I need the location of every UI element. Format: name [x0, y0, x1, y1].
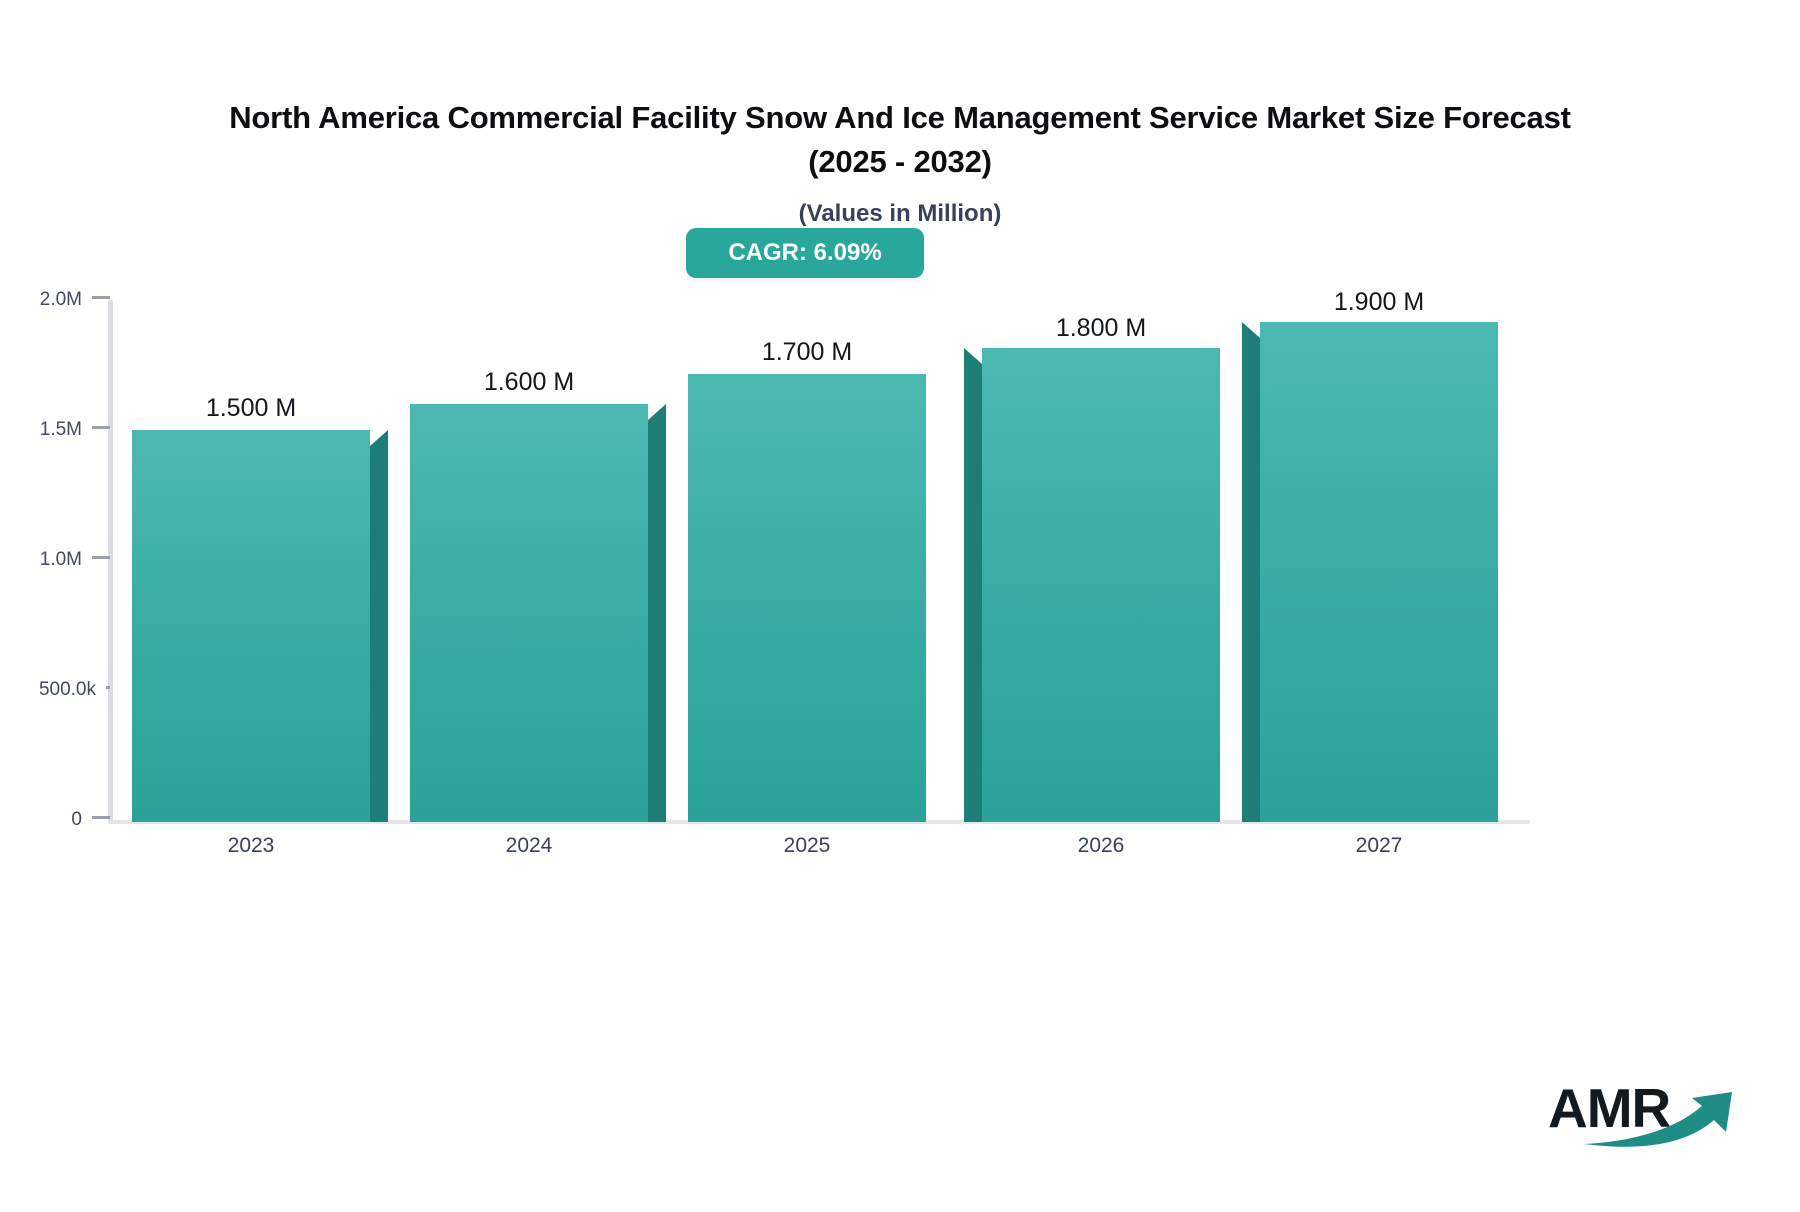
bar-face — [982, 348, 1220, 822]
x-tick-2025: 2025 — [783, 834, 831, 857]
cagr-badge: CAGR: 6.09% — [686, 228, 924, 278]
bar-face — [410, 404, 648, 822]
y-axis-line — [108, 300, 113, 822]
bar-label-2027: 1.900 M — [1333, 288, 1425, 316]
bar-2025[interactable] — [688, 374, 926, 822]
x-tick-2023: 2023 — [227, 834, 275, 857]
bar-label-2026: 1.800 M — [1055, 314, 1147, 342]
y-tick-500000: 500.0k — [0, 679, 110, 701]
bar-face — [132, 430, 370, 822]
x-tick-2026: 2026 — [1077, 834, 1125, 857]
x-tick-2024: 2024 — [505, 834, 553, 857]
bar-label-2023: 1.500 M — [205, 394, 297, 422]
chart-title: North America Commercial Facility Snow A… — [229, 100, 1571, 180]
y-tick-1000000: 1.0M — [0, 549, 110, 571]
y-tick-2000000: 2.0M — [0, 289, 110, 311]
amr-logo: AMR — [1548, 1076, 1748, 1154]
y-tick-dash — [92, 816, 110, 820]
y-tick-dash — [92, 296, 110, 300]
growth-arrow-icon — [1584, 1092, 1732, 1147]
y-tick-0: 0 — [0, 809, 110, 831]
bar-side-shadow — [648, 404, 666, 822]
y-tick-1500000: 1.5M — [0, 419, 110, 441]
y-tick-dash — [92, 426, 110, 430]
bar-2027[interactable] — [1242, 322, 1498, 822]
x-axis-line — [108, 820, 1530, 824]
bar-side-shadow — [1242, 322, 1260, 822]
plot-area: 2.0M 1.5M 1.0M 500.0k 0 1.500 M 2023 1.6… — [39, 288, 1530, 857]
bar-label-2025: 1.700 M — [761, 338, 853, 366]
bar-label-2024: 1.600 M — [483, 368, 575, 396]
bar-2024[interactable] — [410, 404, 666, 822]
bar-face — [1260, 322, 1498, 822]
y-tick-dash — [92, 556, 110, 560]
y-tick-dash — [106, 686, 110, 690]
bar-face — [688, 374, 926, 822]
chart-subtitle: (Values in Million) — [798, 200, 1002, 228]
amr-logo-text: AMR — [1548, 1077, 1671, 1139]
x-tick-2027: 2027 — [1355, 834, 1403, 857]
bar-2023[interactable] — [132, 430, 388, 822]
bar-2026[interactable] — [964, 348, 1220, 822]
title-block: North America Commercial Facility Snow A… — [0, 96, 1800, 228]
bar-side-shadow — [370, 430, 388, 822]
bar-side-shadow — [964, 348, 982, 822]
